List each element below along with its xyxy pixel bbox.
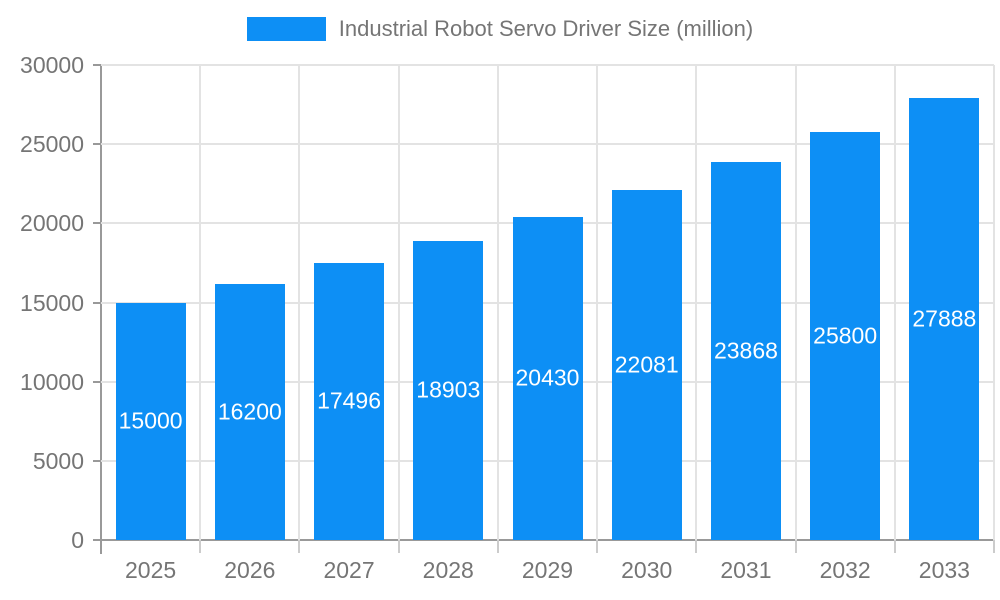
y-axis-tick-label: 25000 [20,131,84,158]
legend-swatch [246,17,326,41]
y-axis-tick [93,301,101,304]
y-axis-tick-label: 20000 [20,210,84,237]
bar-2031: 23868 [710,162,781,540]
x-axis-tick-label: 2025 [125,557,177,583]
x-axis-tick [596,540,599,553]
gridline-horizontal [101,143,994,146]
x-axis-tick-label: 2033 [918,557,970,583]
x-axis-tick [794,540,797,553]
bar-2028: 18903 [413,240,484,540]
y-axis-tick [93,222,101,225]
x-axis-tick [397,540,400,553]
x-axis-tick [893,540,896,553]
y-axis-tick-label: 5000 [32,447,84,474]
y-axis-tick [93,459,101,462]
x-axis-tick [199,540,202,553]
x-axis-tick-label: 2026 [224,557,276,583]
x-axis-tick [993,540,995,553]
x-axis-tick-label: 2031 [720,557,772,583]
bar-value-label-2029: 20430 [515,364,580,391]
bar-value-label-2026: 16200 [217,398,282,425]
y-axis-tick [93,539,101,541]
x-axis-tick-label: 2030 [621,557,673,583]
y-axis-tick [93,64,101,66]
legend-label: Industrial Robot Servo Driver Size (mill… [338,16,754,41]
x-axis-line [101,539,994,541]
y-axis-tick-label: 15000 [20,289,84,316]
x-axis-tick [496,540,499,553]
y-axis-tick [93,143,101,146]
bar-value-label-2028: 18903 [416,376,481,403]
y-axis-tick-label: 10000 [20,368,84,395]
y-axis-line [100,65,102,554]
gridline-vertical [993,65,995,540]
x-axis-tick-label: 2029 [521,557,574,583]
y-axis-tick-label: 0 [71,527,84,553]
bar-value-label-2032: 25800 [813,322,878,349]
bar-value-label-2030: 22081 [614,351,679,378]
legend: Industrial Robot Servo Driver Size (mill… [0,16,1000,42]
x-axis-tick [298,540,301,553]
bar-value-label-2025: 15000 [118,407,183,434]
x-axis-tick-label: 2032 [819,557,871,583]
gridline-horizontal [101,64,994,66]
bar-2027: 17496 [314,262,385,540]
bar-value-label-2031: 23868 [713,337,778,364]
bar-value-label-2027: 17496 [317,387,382,414]
bar-2032: 25800 [810,131,881,540]
bar-2030: 22081 [611,190,682,540]
bar-2025: 15000 [115,302,186,540]
x-axis-tick [695,540,698,553]
bar-2029: 20430 [512,216,583,540]
y-axis-tick [93,380,101,383]
bar-value-label-2033: 27888 [912,305,977,332]
y-axis-tick-label: 30000 [20,52,84,78]
plot-area: 15000 16200 17496 18903 20430 22081 23868 25800… [101,64,995,540]
x-axis-tick-label: 2028 [422,557,474,583]
x-axis-tick-label: 2027 [323,557,375,583]
bar-2026: 16200 [214,283,285,540]
bar-2033: 27888 [909,98,980,540]
